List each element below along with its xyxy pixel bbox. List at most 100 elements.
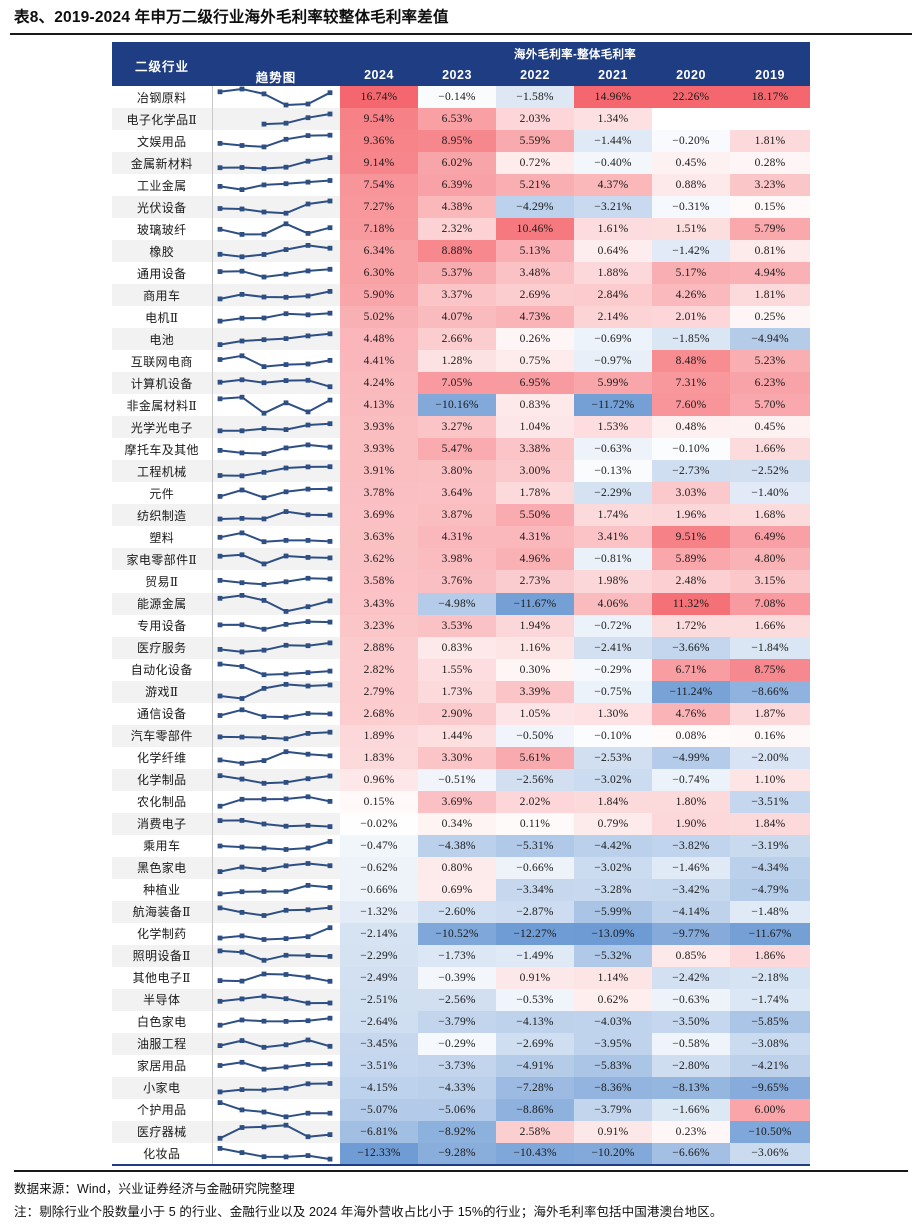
row-trend-sparkline [212, 438, 340, 461]
row-value-cell: 1.98% [574, 570, 652, 593]
row-value-cell: 5.61% [496, 746, 574, 769]
row-value-cell: 9.54% [340, 108, 418, 131]
row-value-cell: −0.63% [652, 988, 730, 1011]
row-value-cell: 8.88% [418, 240, 496, 263]
row-value-cell: 2.48% [652, 570, 730, 593]
row-trend-sparkline [212, 372, 340, 395]
title-block: 表8、2019-2024 年申万二级行业海外毛利率较整体毛利率差值 [0, 0, 922, 28]
row-industry-label: 种植业 [112, 878, 213, 901]
row-trend-sparkline [212, 196, 340, 219]
row-value-cell: −4.15% [340, 1076, 418, 1099]
source-line: 数据来源：Wind，兴业证券经济与金融研究院整理 [14, 1178, 908, 1201]
table-row: 消费电子 −0.02% 0.34% 0.11% 0.79% 1.90% 1.84% [112, 812, 811, 835]
row-value-cell: −0.81% [574, 548, 652, 571]
header-year-2023: 2023 [418, 64, 496, 87]
row-value-cell: 3.15% [730, 570, 811, 593]
row-value-cell: −10.52% [418, 922, 496, 945]
row-value-cell: −5.32% [574, 944, 652, 967]
row-industry-label: 农化制品 [112, 790, 213, 813]
row-value-cell: 3.93% [340, 438, 418, 461]
row-value-cell: −1.66% [652, 1098, 730, 1121]
row-value-cell: −0.10% [652, 438, 730, 461]
row-industry-label: 光伏设备 [112, 196, 213, 219]
row-value-cell: −2.64% [340, 1010, 418, 1033]
row-value-cell: 0.81% [730, 240, 811, 263]
row-value-cell: −2.41% [574, 636, 652, 659]
row-trend-sparkline [212, 746, 340, 769]
row-value-cell: 5.23% [730, 350, 811, 373]
row-value-cell: 0.62% [574, 988, 652, 1011]
row-value-cell: 7.18% [340, 218, 418, 241]
row-value-cell: −3.79% [418, 1010, 496, 1033]
row-value-cell: −0.51% [418, 768, 496, 791]
row-value-cell: 16.74% [340, 86, 418, 109]
row-industry-label: 通信设备 [112, 702, 213, 725]
row-trend-sparkline [212, 328, 340, 351]
row-value-cell: −0.97% [574, 350, 652, 373]
row-trend-sparkline [212, 262, 340, 285]
row-value-cell: 0.64% [574, 240, 652, 263]
row-value-cell: 4.07% [418, 306, 496, 329]
row-trend-sparkline [212, 526, 340, 549]
row-value-cell: 1.84% [730, 812, 811, 835]
row-industry-label: 半导体 [112, 988, 213, 1011]
row-trend-sparkline [212, 570, 340, 593]
row-value-cell: 4.31% [496, 526, 574, 549]
row-trend-sparkline [212, 966, 340, 989]
table-row: 照明设备Ⅱ −2.29% −1.73% −1.49% −5.32% 0.85% 1.86% [112, 944, 811, 967]
header-industry: 二级行业 [112, 42, 212, 87]
row-value-cell: −4.29% [496, 196, 574, 219]
row-value-cell: −3.51% [730, 790, 811, 813]
row-value-cell: 3.93% [340, 416, 418, 439]
row-value-cell: 5.13% [496, 240, 574, 263]
row-value-cell: 4.37% [574, 174, 652, 197]
row-value-cell: 0.83% [418, 636, 496, 659]
row-value-cell: 3.43% [340, 592, 418, 615]
table-row: 专用设备 3.23% 3.53% 1.94% −0.72% 1.72% 1.66% [112, 614, 811, 637]
row-industry-label: 白色家电 [112, 1010, 213, 1033]
row-value-cell: −0.14% [418, 86, 496, 109]
note-line: 注：剔除行业个股数量小于 5 的行业、金融行业以及 2024 年海外营收占比小于… [14, 1204, 723, 1219]
row-industry-label: 航海装备Ⅱ [112, 900, 213, 923]
row-value-cell: −3.42% [652, 878, 730, 901]
row-trend-sparkline [212, 768, 340, 791]
table-row: 小家电 −4.15% −4.33% −7.28% −8.36% −8.13% −9.65% [112, 1076, 811, 1099]
row-value-cell: 7.60% [652, 394, 730, 417]
title-divider [10, 33, 912, 36]
row-trend-sparkline [212, 1032, 340, 1055]
row-value-cell: 0.96% [340, 768, 418, 791]
header-group-row: 二级行业 趋势图 海外毛利率-整体毛利率 [112, 42, 811, 87]
row-value-cell: 6.95% [496, 372, 574, 395]
row-value-cell: −4.91% [496, 1054, 574, 1077]
row-value-cell: 7.54% [340, 174, 418, 197]
row-value-cell: 6.49% [730, 526, 811, 549]
row-value-cell: 5.79% [730, 218, 811, 241]
table-row: 油服工程 −3.45% −0.29% −2.69% −3.95% −0.58% −3.08% [112, 1032, 811, 1055]
row-value-cell: −4.33% [418, 1076, 496, 1099]
row-value-cell: 3.78% [340, 482, 418, 505]
row-value-cell: −4.98% [418, 592, 496, 615]
row-industry-label: 消费电子 [112, 812, 213, 835]
row-value-cell: 5.70% [730, 394, 811, 417]
row-value-cell: −2.80% [652, 1054, 730, 1077]
row-value-cell: −2.51% [340, 988, 418, 1011]
header-year-row: 2024 2023 2022 2021 2020 2019 [112, 64, 811, 87]
row-trend-sparkline [212, 614, 340, 637]
row-value-cell: 2.32% [418, 218, 496, 241]
row-value-cell: −2.60% [418, 900, 496, 923]
row-value-cell: 1.66% [730, 438, 811, 461]
table-row: 电子化学品Ⅱ 9.54% 6.53% 2.03% 1.34% [112, 108, 811, 131]
row-value-cell: 5.59% [496, 130, 574, 153]
row-value-cell: 6.02% [418, 152, 496, 175]
row-value-cell: 1.04% [496, 416, 574, 439]
table-row: 汽车零部件 1.89% 1.44% −0.50% −0.10% 0.08% 0.16% [112, 724, 811, 747]
row-value-cell: 1.90% [652, 812, 730, 835]
row-value-cell: −5.07% [340, 1098, 418, 1121]
row-value-cell: 2.88% [340, 636, 418, 659]
row-value-cell: −0.40% [574, 152, 652, 175]
row-value-cell: −1.85% [652, 328, 730, 351]
row-value-cell: 2.82% [340, 658, 418, 681]
row-trend-sparkline [212, 284, 340, 307]
row-value-cell: 2.58% [496, 1120, 574, 1143]
